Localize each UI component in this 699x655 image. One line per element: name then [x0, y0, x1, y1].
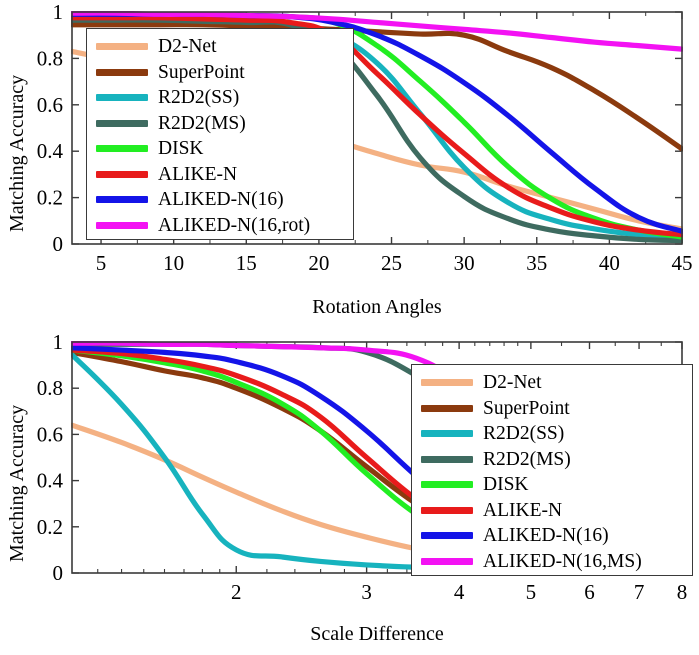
- legend-label: R2D2(SS): [158, 88, 239, 108]
- legend-swatch-aliked-n-16-ms: [421, 558, 473, 565]
- legend-label: D2-Net: [483, 373, 541, 393]
- legend-swatch-r2d2-ss: [421, 430, 473, 437]
- legend-item: SuperPoint: [412, 396, 692, 422]
- x-tick-label: 15: [236, 251, 257, 275]
- legend-item: SuperPoint: [87, 60, 353, 86]
- x-tick-label: 10: [163, 251, 184, 275]
- y-tick-label: 0: [53, 232, 64, 256]
- legend-item: D2-Net: [412, 370, 692, 396]
- figure-root: 00.20.40.60.8151015202530354045 Matching…: [0, 0, 699, 655]
- legend-item: ALIKED-N(16,rot): [87, 213, 353, 239]
- legend-swatch-aliked-n-16: [96, 196, 148, 203]
- chart-panel-rotation: 00.20.40.60.8151015202530354045 Matching…: [0, 0, 699, 330]
- legend-label: ALIKED-N(16): [158, 190, 284, 210]
- legend-label: DISK: [158, 139, 204, 159]
- legend-item: ALIKED-N(16): [412, 523, 692, 549]
- rotation-legend: D2-Net SuperPoint R2D2(SS) R2D2(MS) DISK ALIK…: [86, 28, 354, 240]
- legend-label: R2D2(SS): [483, 424, 564, 444]
- rotation-y-axis-label: Matching Accuracy: [6, 75, 29, 232]
- y-tick-label: 0: [53, 561, 64, 585]
- legend-item: DISK: [87, 136, 353, 162]
- legend-label: ALIKED-N(16,rot): [158, 216, 310, 236]
- legend-swatch-r2d2-ms: [421, 456, 473, 463]
- chart-panel-scale: 00.20.40.60.812345678 Matching Accuracy …: [0, 330, 699, 655]
- x-tick-label: 5: [96, 251, 107, 275]
- legend-swatch-aliked-n-16-rot: [96, 222, 148, 229]
- legend-swatch-superpoint: [421, 405, 473, 412]
- legend-swatch-alike-n: [96, 171, 148, 178]
- scale-x-axis-label: Scale Difference: [72, 623, 682, 646]
- y-tick-label: 0.8: [37, 46, 63, 70]
- x-tick-label: 2: [231, 580, 242, 604]
- legend-swatch-d2-net: [96, 43, 148, 50]
- x-tick-label: 4: [454, 580, 465, 604]
- x-tick-label: 45: [672, 251, 693, 275]
- legend-label: SuperPoint: [483, 399, 570, 419]
- x-tick-label: 40: [599, 251, 620, 275]
- rotation-x-axis-label: Rotation Angles: [72, 296, 682, 319]
- y-tick-label: 0.4: [37, 469, 64, 493]
- legend-label: ALIKE-N: [158, 165, 237, 185]
- legend-label: R2D2(MS): [483, 450, 571, 470]
- legend-swatch-disk: [96, 145, 148, 152]
- y-tick-label: 0.6: [37, 93, 63, 117]
- x-tick-label: 7: [634, 580, 645, 604]
- scale-y-axis-label: Matching Accuracy: [6, 405, 29, 562]
- x-tick-label: 25: [381, 251, 402, 275]
- y-tick-label: 0.2: [37, 515, 63, 539]
- legend-label: ALIKED-N(16,MS): [483, 552, 642, 572]
- legend-swatch-aliked-n-16: [421, 532, 473, 539]
- legend-swatch-disk: [421, 481, 473, 488]
- y-tick-label: 0.8: [37, 376, 63, 400]
- scale-legend: D2-Net SuperPoint R2D2(SS) R2D2(MS) DISK ALIK…: [411, 364, 693, 576]
- x-tick-label: 5: [526, 580, 537, 604]
- legend-item: R2D2(SS): [412, 421, 692, 447]
- legend-item: ALIKED-N(16): [87, 187, 353, 213]
- legend-label: SuperPoint: [158, 63, 245, 83]
- y-tick-label: 1: [53, 0, 64, 24]
- legend-item: R2D2(MS): [412, 447, 692, 473]
- x-tick-label: 8: [677, 580, 688, 604]
- legend-label: R2D2(MS): [158, 114, 246, 134]
- y-tick-label: 0.6: [37, 422, 63, 446]
- y-tick-label: 0.2: [37, 186, 63, 210]
- x-tick-label: 3: [361, 580, 372, 604]
- legend-label: DISK: [483, 475, 529, 495]
- x-tick-label: 6: [584, 580, 595, 604]
- legend-label: ALIKED-N(16): [483, 526, 609, 546]
- y-tick-label: 1: [53, 330, 64, 354]
- legend-swatch-r2d2-ss: [96, 94, 148, 101]
- legend-item: DISK: [412, 472, 692, 498]
- legend-item: R2D2(SS): [87, 85, 353, 111]
- legend-swatch-alike-n: [421, 507, 473, 514]
- legend-item: R2D2(MS): [87, 111, 353, 137]
- legend-label: D2-Net: [158, 37, 216, 57]
- legend-item: ALIKE-N: [87, 162, 353, 188]
- x-tick-label: 30: [454, 251, 475, 275]
- x-tick-label: 20: [308, 251, 329, 275]
- legend-item: ALIKED-N(16,MS): [412, 549, 692, 575]
- legend-item: ALIKE-N: [412, 498, 692, 524]
- y-tick-label: 0.4: [37, 139, 64, 163]
- legend-swatch-superpoint: [96, 69, 148, 76]
- legend-swatch-d2-net: [421, 379, 473, 386]
- legend-swatch-r2d2-ms: [96, 120, 148, 127]
- legend-item: D2-Net: [87, 34, 353, 60]
- legend-label: ALIKE-N: [483, 501, 562, 521]
- x-tick-label: 35: [526, 251, 547, 275]
